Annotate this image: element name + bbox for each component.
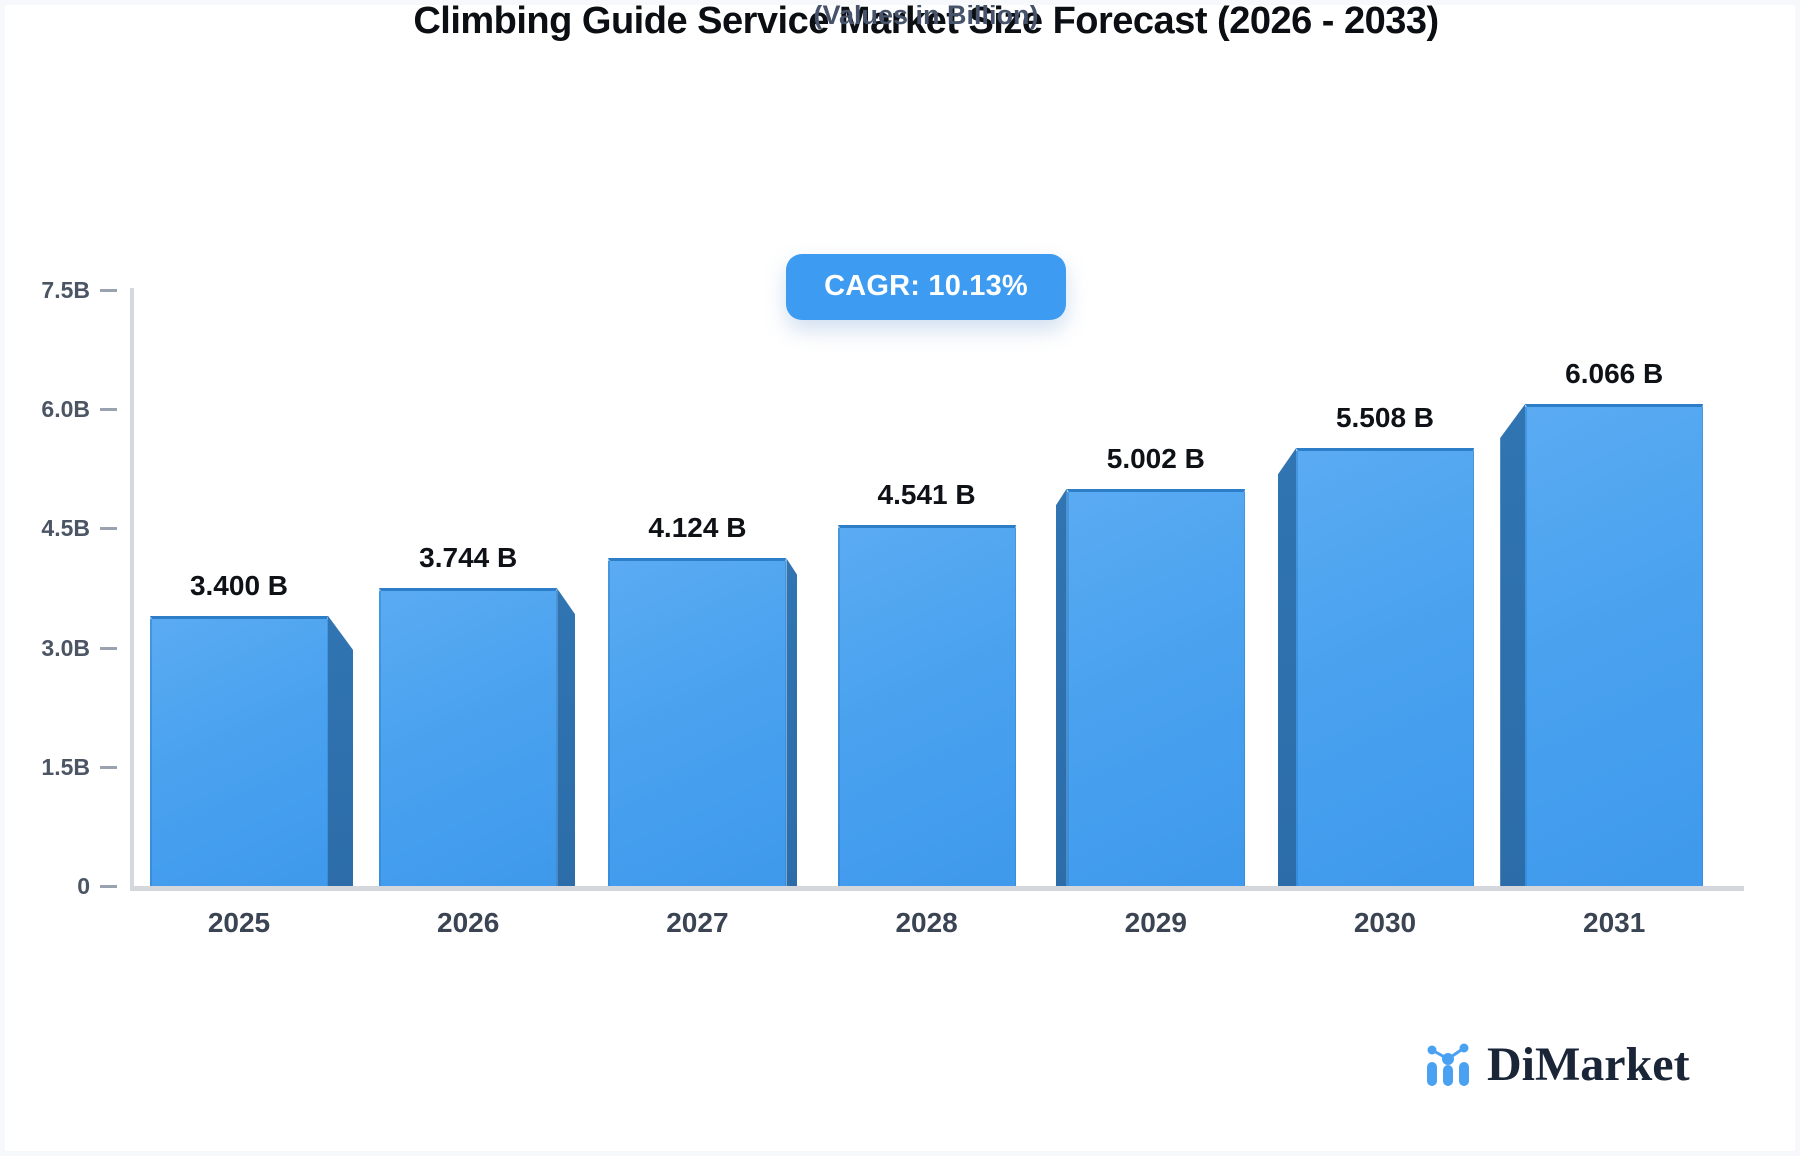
chart-title: Climbing Guide Service Market Size Forec… bbox=[413, 0, 1439, 42]
x-axis-label: 2028 bbox=[895, 907, 958, 938]
bar-side-face bbox=[1055, 488, 1067, 886]
y-tick-label: 6.0B bbox=[41, 396, 90, 423]
y-tick-label: 3.0B bbox=[41, 634, 90, 661]
x-axis-label: 2030 bbox=[1353, 907, 1417, 938]
bar-2026[interactable] bbox=[379, 588, 558, 886]
y-tick-label: 1.5B bbox=[41, 753, 90, 780]
bar-line-chart-icon bbox=[1427, 1043, 1469, 1086]
bar-value-label: 5.002 B bbox=[1106, 442, 1205, 474]
bar-value-label: 4.124 B bbox=[648, 512, 747, 544]
dimarket-logo-text: DiMarket bbox=[1487, 1038, 1690, 1091]
bar-2031[interactable] bbox=[1525, 403, 1704, 886]
y-axis-line bbox=[130, 288, 134, 888]
x-axis-label: 2027 bbox=[666, 907, 729, 938]
y-tick-mark bbox=[100, 289, 117, 292]
bar-side-face bbox=[1500, 403, 1526, 886]
bar-value-label: 6.066 B bbox=[1565, 357, 1664, 389]
y-tick-label: 0 bbox=[77, 873, 90, 899]
y-tick-mark bbox=[100, 527, 117, 531]
x-axis-label: 2026 bbox=[437, 907, 500, 938]
x-axis-label: 2025 bbox=[207, 907, 271, 938]
bar-side-face bbox=[557, 588, 576, 886]
cagr-badge: CAGR: 10.13% bbox=[786, 254, 1066, 320]
bar-side-face bbox=[1278, 448, 1296, 886]
bar-value-label: 3.400 B bbox=[189, 569, 289, 601]
bar-value-label: 4.541 B bbox=[877, 479, 976, 511]
cagr-badge-label: CAGR: 10.13% bbox=[824, 270, 1028, 302]
bar-2028[interactable] bbox=[837, 525, 1016, 886]
y-tick-label: 7.5B bbox=[41, 277, 90, 303]
dimarket-logo-link[interactable]: DiMarket bbox=[1424, 1040, 1690, 1090]
x-axis-label: 2029 bbox=[1124, 907, 1187, 938]
y-tick-mark bbox=[100, 885, 117, 888]
bar-2030[interactable] bbox=[1296, 448, 1474, 886]
bar-side-face bbox=[786, 558, 798, 886]
bar-side-face bbox=[328, 615, 353, 886]
y-tick-mark bbox=[100, 765, 117, 769]
x-axis-line bbox=[130, 886, 1744, 891]
x-axis-label: 2031 bbox=[1583, 907, 1646, 938]
bar-value-label: 5.508 B bbox=[1335, 402, 1435, 434]
y-tick-mark bbox=[100, 408, 117, 412]
bar-2027[interactable] bbox=[608, 558, 787, 886]
bar-2025[interactable] bbox=[150, 615, 328, 886]
bar-2029[interactable] bbox=[1066, 488, 1245, 886]
chart-subtitle: (Values in Billion) bbox=[813, 0, 1039, 30]
y-tick-label: 4.5B bbox=[41, 515, 90, 542]
bar-value-label: 3.744 B bbox=[419, 542, 518, 574]
y-tick-mark bbox=[100, 646, 117, 650]
